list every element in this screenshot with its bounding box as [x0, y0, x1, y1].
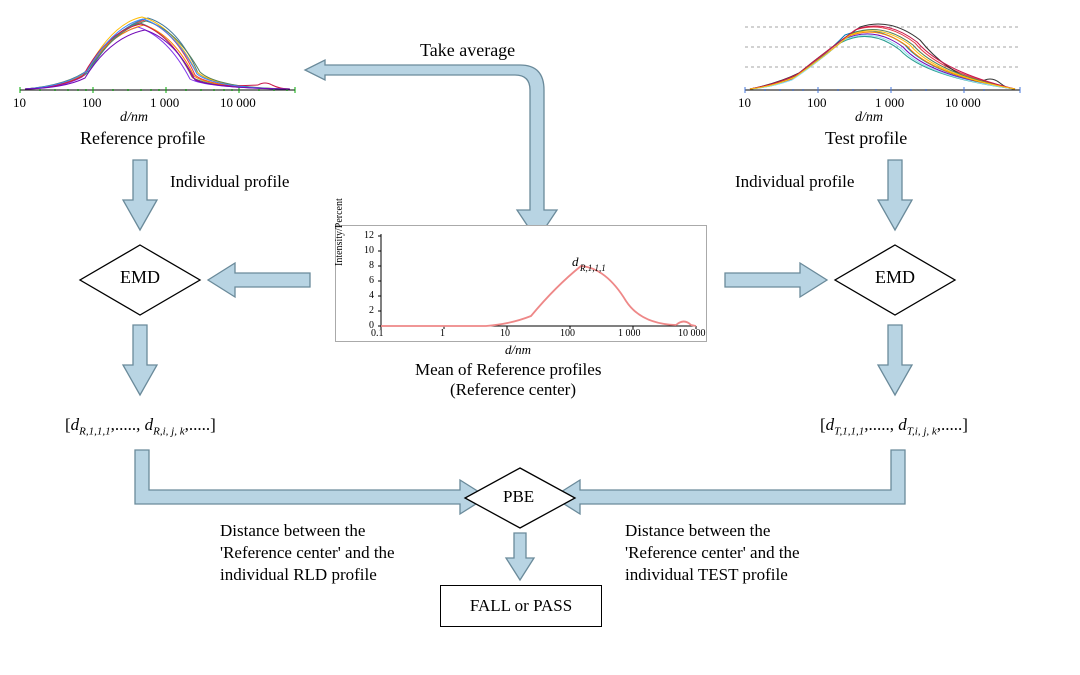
mean-yt-3: 6 — [369, 275, 374, 286]
arrow-down-right-1 — [870, 155, 920, 235]
result-box: FALL or PASS — [440, 585, 602, 627]
arrow-down-right-2 — [870, 320, 920, 400]
ref-chart-svg — [10, 5, 300, 105]
mean-yt-5: 10 — [364, 245, 374, 256]
formula-left: [dR,1,1,1,....., dR,i, j, k,.....] — [65, 415, 216, 437]
dist-right: Distance between the 'Reference center' … — [625, 520, 800, 586]
mean-xt-2: 10 — [500, 328, 510, 339]
arrow-left-to-emd — [205, 260, 315, 300]
mean-ref-label-1: Mean of Reference profiles — [415, 360, 601, 380]
pbe-text: PBE — [503, 487, 534, 507]
mean-yt-0: 0 — [369, 320, 374, 331]
ref-profile-label: Reference profile — [80, 128, 205, 149]
test-tick-1: 100 — [807, 95, 827, 111]
ref-tick-1: 100 — [82, 95, 102, 111]
ref-xlabel: d/nm — [120, 110, 148, 126]
mean-ref-label-2: (Reference center) — [450, 380, 576, 400]
mean-xt-1: 1 — [440, 328, 445, 339]
mean-yt-2: 4 — [369, 290, 374, 301]
test-profile-label: Test profile — [825, 128, 907, 149]
arrow-pbe-down — [500, 530, 540, 585]
reference-profile-chart: 10 100 1 000 10 000 — [10, 5, 300, 110]
emd-left-text: EMD — [120, 267, 160, 288]
formula-right: [dT,1,1,1,....., dT,i, j, k,.....] — [820, 415, 968, 437]
result-text: FALL or PASS — [470, 596, 572, 616]
ref-tick-2: 1 000 — [150, 95, 179, 111]
mean-xt-3: 100 — [560, 328, 575, 339]
l-arrow-left — [130, 445, 490, 525]
mean-yt-1: 2 — [369, 305, 374, 316]
dist-left: Distance between the 'Reference center' … — [220, 520, 395, 586]
arrow-right-to-emd — [720, 260, 830, 300]
mean-xlabel: d/nm — [505, 342, 531, 358]
ref-tick-0: 10 — [13, 95, 26, 111]
test-tick-2: 1 000 — [875, 95, 904, 111]
mean-xt-4: 1 000 — [618, 328, 641, 339]
l-arrow-right — [550, 445, 910, 525]
svg-text:R,1,1,1: R,1,1,1 — [579, 263, 606, 273]
svg-text:d: d — [572, 254, 579, 269]
individual-profile-right: Individual profile — [735, 172, 854, 192]
mean-yt-4: 8 — [369, 260, 374, 271]
test-xlabel: d/nm — [855, 110, 883, 126]
take-average-arrow — [300, 55, 720, 240]
individual-profile-left: Individual profile — [170, 172, 289, 192]
mean-chart-svg: d R,1,1,1 — [336, 226, 706, 341]
mean-ylabel: Intensity/Percent — [334, 198, 345, 266]
arrow-down-left-2 — [115, 320, 165, 400]
test-profile-chart: 10 100 1 000 10 000 — [735, 5, 1025, 110]
emd-right-text: EMD — [875, 267, 915, 288]
test-tick-3: 10 000 — [945, 95, 981, 111]
test-tick-0: 10 — [738, 95, 751, 111]
mean-ref-chart: d R,1,1,1 Intensity/Percent 0.1 1 10 100… — [335, 225, 707, 342]
arrow-down-left-1 — [115, 155, 165, 235]
ref-tick-3: 10 000 — [220, 95, 256, 111]
mean-yt-6: 12 — [364, 230, 374, 241]
mean-xt-5: 10 000 — [678, 328, 706, 339]
test-chart-svg — [735, 5, 1025, 105]
